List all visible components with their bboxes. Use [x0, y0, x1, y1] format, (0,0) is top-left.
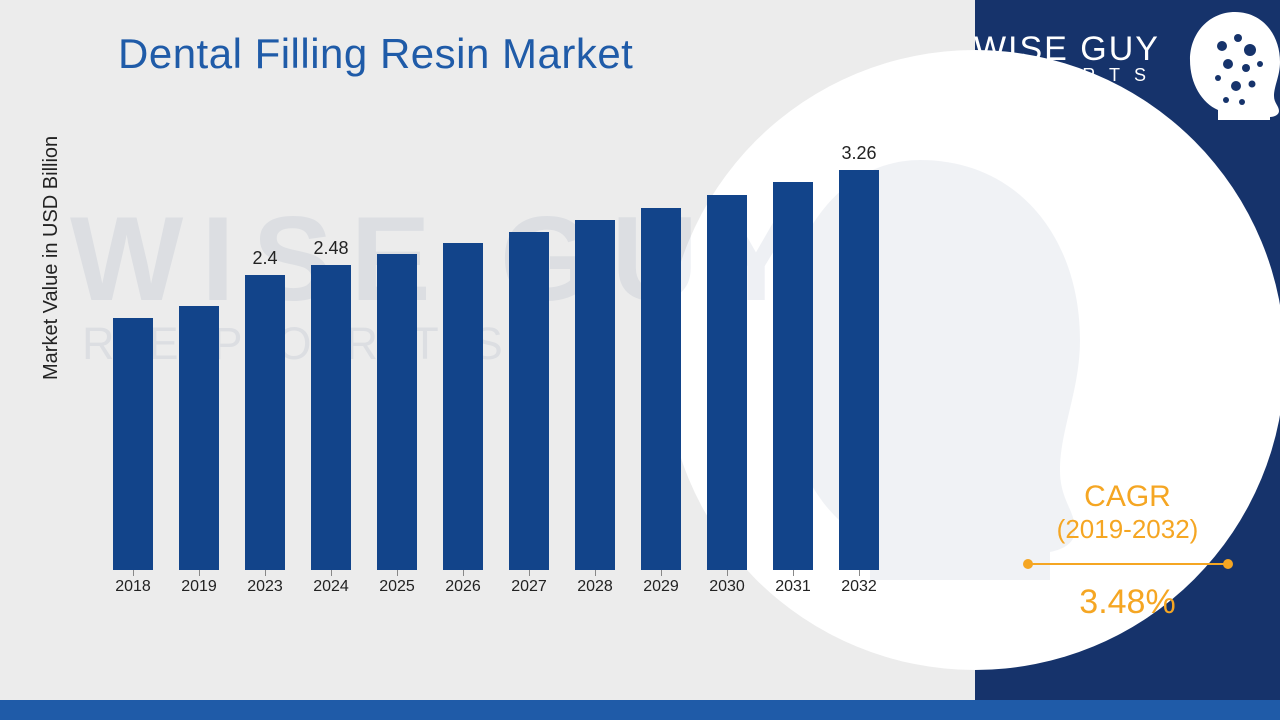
- bar-slot: 2018: [100, 140, 166, 570]
- x-tick-label: 2031: [775, 578, 811, 596]
- x-tick-label: 2027: [511, 578, 547, 596]
- bar: [245, 275, 285, 570]
- bar-value-label: 2.4: [252, 248, 277, 269]
- bar-chart: 201820192.420232.48202420252026202720282…: [100, 140, 900, 570]
- x-tick-label: 2026: [445, 578, 481, 596]
- bar-slot: 2030: [694, 140, 760, 570]
- x-tick-label: 2023: [247, 578, 283, 596]
- x-tick-label: 2030: [709, 578, 745, 596]
- brand-line1: WISE GUY: [974, 30, 1160, 69]
- bar-slot: 2025: [364, 140, 430, 570]
- x-tick-label: 2032: [841, 578, 877, 596]
- bar: [773, 182, 813, 570]
- bar: [179, 306, 219, 570]
- cagr-block: CAGR (2019-2032) 3.48%: [975, 480, 1280, 622]
- x-tick-label: 2029: [643, 578, 679, 596]
- bar: [839, 170, 879, 571]
- bar-slot: 2028: [562, 140, 628, 570]
- bar-slot: 2.482024: [298, 140, 364, 570]
- bar-slot: 2029: [628, 140, 694, 570]
- x-tick-mark: [133, 570, 134, 576]
- cagr-divider: [1028, 563, 1228, 565]
- x-tick-mark: [859, 570, 860, 576]
- bar: [443, 243, 483, 570]
- x-tick-mark: [331, 570, 332, 576]
- x-tick-label: 2025: [379, 578, 415, 596]
- brand-head-icon: [1180, 10, 1280, 120]
- x-tick-label: 2018: [115, 578, 151, 596]
- bar: [113, 318, 153, 570]
- brand-line2: REPORTS: [974, 65, 1160, 86]
- bar: [311, 265, 351, 570]
- x-tick-mark: [463, 570, 464, 576]
- x-tick-label: 2028: [577, 578, 613, 596]
- bar-value-label: 2.48: [313, 238, 348, 259]
- bar-slot: 2027: [496, 140, 562, 570]
- bar-slot: 2031: [760, 140, 826, 570]
- bar-slot: 3.262032: [826, 140, 892, 570]
- x-tick-mark: [595, 570, 596, 576]
- cagr-value: 3.48%: [975, 583, 1280, 622]
- x-tick-mark: [265, 570, 266, 576]
- x-tick-mark: [397, 570, 398, 576]
- bar: [377, 254, 417, 570]
- bar: [509, 232, 549, 570]
- x-tick-mark: [793, 570, 794, 576]
- x-tick-mark: [661, 570, 662, 576]
- bar: [575, 220, 615, 570]
- footer-bar: [0, 700, 1280, 720]
- x-tick-label: 2019: [181, 578, 217, 596]
- page-title: Dental Filling Resin Market: [118, 30, 633, 78]
- bar: [707, 195, 747, 570]
- bar-slot: 2.42023: [232, 140, 298, 570]
- bar-value-label: 3.26: [841, 143, 876, 164]
- x-tick-mark: [727, 570, 728, 576]
- bar-slot: 2026: [430, 140, 496, 570]
- cagr-label: CAGR: [975, 480, 1280, 514]
- bars-container: 201820192.420232.48202420252026202720282…: [100, 140, 900, 570]
- cagr-period: (2019-2032): [975, 514, 1280, 545]
- bar-slot: 2019: [166, 140, 232, 570]
- bar: [641, 208, 681, 570]
- x-tick-mark: [199, 570, 200, 576]
- y-axis-label: Market Value in USD Billion: [40, 136, 63, 380]
- brand-block: WISE GUY REPORTS: [974, 30, 1160, 86]
- frame: WISE GUY REPORTS Dental Filling Resin Ma…: [0, 0, 1280, 720]
- x-tick-label: 2024: [313, 578, 349, 596]
- x-tick-mark: [529, 570, 530, 576]
